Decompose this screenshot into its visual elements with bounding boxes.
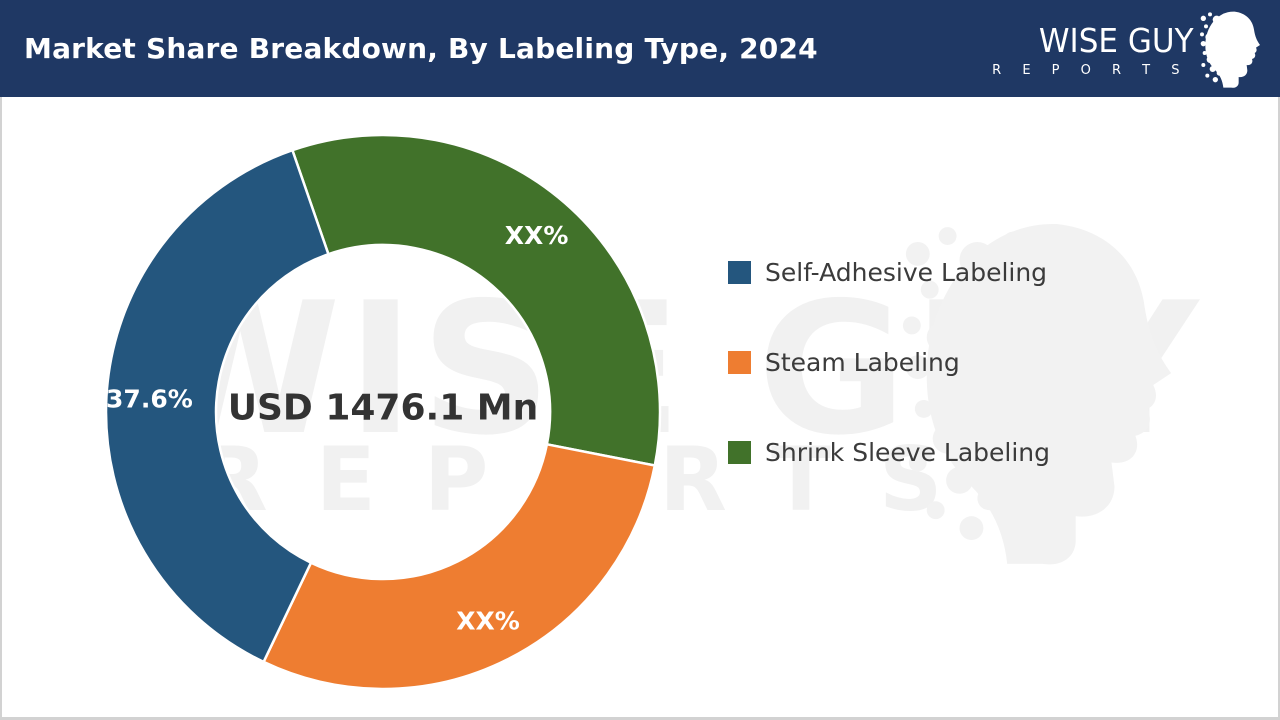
slice-percent-label: 37.6% bbox=[106, 384, 193, 413]
slice-percent-label: XX% bbox=[456, 607, 520, 636]
legend-item-shrink-sleeve: Shrink Sleeve Labeling bbox=[728, 430, 1050, 474]
legend-item-self-adhesive: Self-Adhesive Labeling bbox=[728, 250, 1050, 294]
header-bar: Market Share Breakdown, By Labeling Type… bbox=[0, 0, 1280, 97]
legend-label: Shrink Sleeve Labeling bbox=[765, 437, 1051, 467]
dotted-head-icon bbox=[1200, 11, 1260, 88]
brand-logo: WISE GUY R E P O R T S bbox=[992, 6, 1268, 92]
legend-label: Steam Labeling bbox=[765, 347, 960, 377]
logo-reports-text: R E P O R T S bbox=[992, 63, 1188, 78]
pie-slice-steam-labeling bbox=[262, 443, 657, 691]
chart-legend: Self-Adhesive Labeling Steam Labeling Sh… bbox=[728, 250, 1050, 520]
legend-swatch-steam bbox=[728, 350, 751, 374]
legend-swatch-shrink-sleeve bbox=[728, 440, 751, 464]
legend-swatch-self-adhesive bbox=[728, 260, 751, 284]
page-title: Market Share Breakdown, By Labeling Type… bbox=[24, 32, 818, 65]
chart-center-total: USD 1476.1 Mn bbox=[227, 387, 539, 429]
slice-percent-label: XX% bbox=[505, 221, 569, 250]
legend-item-steam: Steam Labeling bbox=[728, 340, 1050, 384]
legend-label: Self-Adhesive Labeling bbox=[765, 257, 1048, 287]
pie-slice-shrink-sleeve-labeling bbox=[291, 133, 662, 467]
pie-slice-self-adhesive-labeling bbox=[104, 148, 330, 664]
logo-wordmark: WISE GUY bbox=[1039, 21, 1194, 60]
